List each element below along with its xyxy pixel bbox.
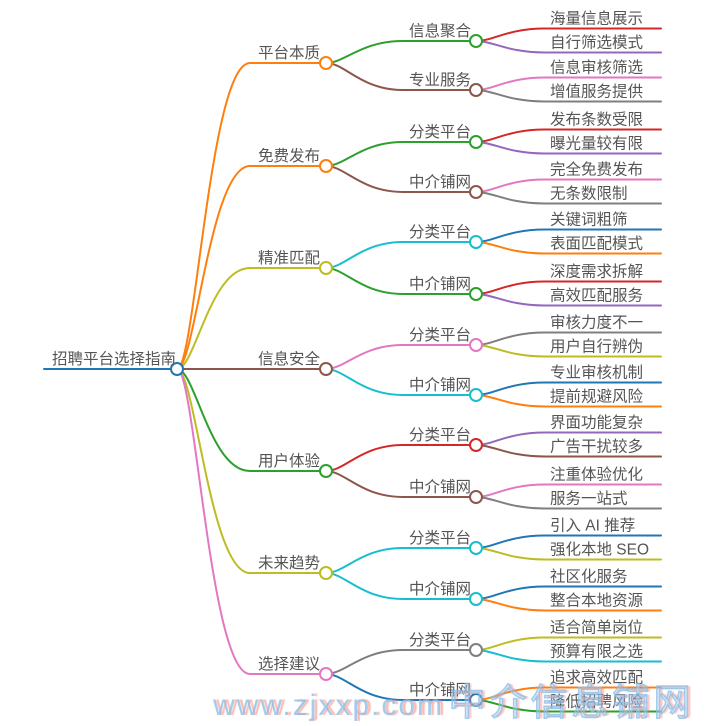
- mindmap-node-label[interactable]: 降低招聘风险: [550, 693, 644, 711]
- mindmap-node-label[interactable]: 高效匹配服务: [550, 287, 643, 305]
- node-toggle-circle[interactable]: [469, 541, 483, 555]
- branch-link: [325, 241, 471, 269]
- branch-link: [176, 165, 321, 370]
- mindmap-node-label[interactable]: 发布条数受限: [550, 111, 643, 129]
- mindmap-node-label[interactable]: 中介铺网: [409, 173, 471, 191]
- mindmap-node-label[interactable]: 选择建议: [258, 655, 321, 673]
- mindmap-node-label[interactable]: 引入 AI 推荐: [550, 517, 635, 535]
- mindmap-node-label[interactable]: 未来趋势: [258, 554, 320, 572]
- branch-link: [325, 141, 471, 167]
- mindmap-node-label[interactable]: 完全免费发布: [550, 161, 643, 179]
- mindmap-node-label[interactable]: 中介铺网: [409, 376, 471, 394]
- branch-link: [325, 344, 471, 370]
- branch-link: [176, 267, 321, 370]
- node-toggle-circle[interactable]: [469, 388, 483, 402]
- mindmap-node-label[interactable]: 中介铺网: [409, 478, 471, 496]
- mindmap-node-label[interactable]: 界面功能复杂: [550, 414, 643, 432]
- mindmap-node-label[interactable]: 中介铺网: [409, 681, 471, 699]
- mindmap-node-label[interactable]: 分类平台: [409, 529, 471, 547]
- mindmap-node-label[interactable]: 增值服务提供: [550, 83, 643, 101]
- node-toggle-circle[interactable]: [319, 56, 333, 70]
- mindmap-node-label[interactable]: 专业审核机制: [550, 364, 643, 382]
- node-toggle-circle[interactable]: [469, 643, 483, 657]
- node-toggle-circle[interactable]: [469, 34, 483, 48]
- mindmap-node-label[interactable]: 曝光量较有限: [550, 135, 643, 153]
- mindmap-node-label[interactable]: 招聘平台选择指南: [52, 350, 176, 368]
- node-toggle-circle[interactable]: [469, 135, 483, 149]
- branch-link: [176, 368, 321, 574]
- branch-link: [176, 62, 321, 370]
- node-toggle-circle[interactable]: [469, 592, 483, 606]
- mindmap-node-label[interactable]: 广告干扰较多: [550, 438, 643, 456]
- mindmap-node-label[interactable]: 平台本质: [258, 44, 320, 62]
- mindmap-node-label[interactable]: 预算有限之选: [550, 642, 643, 661]
- node-toggle-circle[interactable]: [469, 83, 483, 97]
- mindmap-node-label[interactable]: 精准匹配: [258, 249, 320, 267]
- mindmap-node-label[interactable]: 分类平台: [409, 326, 471, 344]
- node-toggle-circle[interactable]: [319, 667, 333, 681]
- mindmap-node-label[interactable]: 无条数限制: [550, 185, 628, 203]
- branch-link: [325, 649, 471, 675]
- mindmap-node-label[interactable]: 强化本地 SEO: [550, 541, 649, 559]
- mindmap-node-label[interactable]: 分类平台: [409, 123, 471, 141]
- mindmap-node-label[interactable]: 分类平台: [409, 426, 471, 444]
- mindmap-node-label[interactable]: 信息审核筛选: [550, 59, 643, 77]
- mindmap-node-label[interactable]: 社区化服务: [550, 568, 628, 586]
- branch-link: [325, 444, 471, 472]
- mindmap-node-label[interactable]: 关键词粗筛: [550, 211, 628, 229]
- node-toggle-circle[interactable]: [469, 490, 483, 504]
- mindmap-node-label[interactable]: 自行筛选模式: [550, 34, 643, 52]
- node-toggle-circle[interactable]: [469, 438, 483, 452]
- branch-link: [176, 368, 321, 472]
- mindmap-node-label[interactable]: 专业服务: [409, 71, 471, 89]
- mindmap-node-label[interactable]: 信息聚合: [409, 22, 472, 40]
- mindmap-node-label[interactable]: 海量信息展示: [550, 10, 643, 28]
- branch-link: [325, 547, 471, 574]
- mindmap-node-label[interactable]: 适合简单岗位: [550, 619, 643, 637]
- mindmap-node-label[interactable]: 分类平台: [409, 223, 471, 241]
- node-toggle-circle[interactable]: [170, 362, 184, 376]
- mindmap-node-label[interactable]: 中介铺网: [409, 580, 471, 598]
- mindmap-node-label[interactable]: 审核力度不一: [550, 314, 643, 332]
- mindmap-node-label[interactable]: 整合本地资源: [550, 592, 643, 610]
- node-toggle-circle[interactable]: [469, 235, 483, 249]
- node-toggle-circle[interactable]: [469, 693, 483, 707]
- mindmap-node-label[interactable]: 追求高效匹配: [550, 669, 643, 687]
- mindmap-node-label[interactable]: 注重体验优化: [550, 466, 643, 484]
- mindmap-node-label[interactable]: 免费发布: [258, 147, 320, 165]
- node-toggle-circle[interactable]: [469, 185, 483, 199]
- mindmap-node-label[interactable]: 提前规避风险: [550, 388, 644, 406]
- node-toggle-circle[interactable]: [469, 338, 483, 352]
- mindmap-node-label[interactable]: 信息安全: [258, 350, 321, 368]
- mindmap-node-label[interactable]: 用户自行辨伪: [550, 338, 643, 356]
- node-toggle-circle[interactable]: [319, 261, 333, 275]
- node-toggle-circle[interactable]: [319, 159, 333, 173]
- node-toggle-circle[interactable]: [319, 566, 333, 580]
- mindmap-node-label[interactable]: 服务一站式: [550, 490, 628, 508]
- branch-link: [176, 368, 321, 675]
- branch-link: [325, 40, 471, 64]
- mindmap-node-label[interactable]: 深度需求拆解: [550, 263, 643, 281]
- node-toggle-circle[interactable]: [319, 464, 333, 478]
- mindmap-node-label[interactable]: 分类平台: [409, 631, 471, 649]
- node-toggle-circle[interactable]: [319, 362, 333, 376]
- mindmap-node-label[interactable]: 用户体验: [258, 452, 321, 470]
- node-toggle-circle[interactable]: [469, 287, 483, 301]
- mindmap-node-label[interactable]: 表面匹配模式: [550, 235, 643, 253]
- mindmap-node-label[interactable]: 中介铺网: [409, 275, 471, 293]
